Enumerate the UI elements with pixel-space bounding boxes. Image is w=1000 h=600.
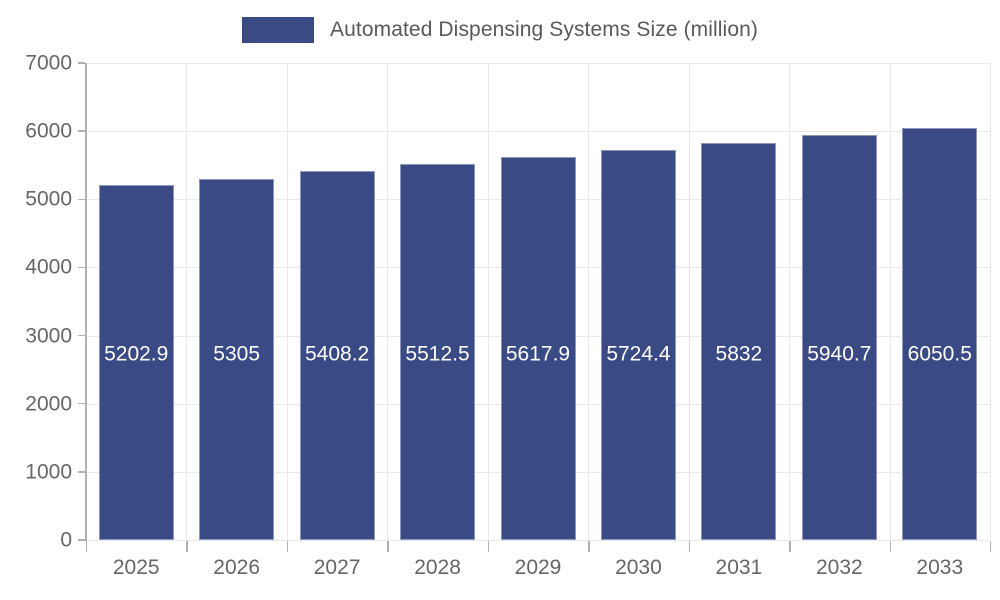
bar[interactable]: [902, 127, 978, 540]
gridline-horizontal: [86, 63, 990, 64]
legend-color-swatch: [242, 17, 315, 43]
bar-value-label: 5940.7: [807, 342, 872, 366]
gridline-vertical: [487, 63, 489, 540]
x-axis-tick-mark: [789, 541, 791, 552]
legend-label: Automated Dispensing Systems Size (milli…: [330, 18, 758, 41]
bar-value-label: 5305: [213, 342, 261, 366]
bar[interactable]: [600, 149, 676, 540]
y-axis-tick-mark: [78, 62, 85, 64]
bar-value-label: 5408.2: [304, 342, 370, 366]
bar[interactable]: [98, 185, 174, 540]
y-axis-tick-mark: [78, 266, 85, 269]
gridline-vertical: [387, 63, 389, 540]
x-axis-tick-mark: [387, 541, 389, 552]
x-axis-tick-mark: [186, 541, 188, 552]
y-axis-tick-mark: [78, 334, 85, 337]
bar[interactable]: [199, 178, 275, 540]
bar-value-label: 5202.9: [104, 342, 169, 366]
x-axis-tick-label: 2033: [916, 556, 964, 579]
x-axis-tick-label: 2028: [414, 556, 461, 579]
bar-value-label: 6050.5: [907, 342, 972, 366]
x-axis-baseline: [86, 540, 990, 541]
bar-value-label: 5512.5: [405, 342, 470, 366]
x-axis-tick-mark: [889, 541, 891, 552]
bar[interactable]: [500, 157, 576, 540]
y-axis-tick-mark: [78, 471, 85, 473]
bar-value-label: 5832: [715, 342, 763, 366]
y-axis-spine: [85, 63, 87, 541]
bar[interactable]: [701, 142, 777, 540]
x-axis-tick-mark: [86, 541, 88, 552]
x-axis-tick-mark: [286, 541, 289, 552]
plot-area: 5202.9 5305 5408.2 5512.5 5617.9 5724.4 5832 59…: [86, 63, 991, 541]
x-axis-tick-mark: [487, 541, 490, 552]
chart-legend: Automated Dispensing Systems Size (milli…: [0, 10, 1000, 50]
bar[interactable]: [400, 164, 476, 540]
x-axis-tick-mark: [588, 541, 590, 552]
x-axis-tick-label: 2026: [213, 556, 261, 579]
y-axis-tick-label: 4000: [25, 255, 72, 279]
gridline-vertical: [688, 63, 690, 540]
y-axis-tick-label: 0: [60, 528, 72, 552]
gridline-vertical: [588, 63, 590, 540]
x-axis-tick-mark: [990, 541, 992, 552]
y-axis-tick-mark: [78, 130, 85, 132]
x-axis-tick-label: 2027: [313, 556, 361, 579]
bar[interactable]: [801, 135, 877, 540]
y-axis-tick-mark: [78, 539, 85, 541]
y-axis-tick-mark: [78, 198, 85, 200]
bar-value-label: 5724.4: [606, 342, 671, 366]
x-axis-tick-label: 2032: [815, 556, 863, 579]
y-axis-tick-label: 5000: [25, 187, 72, 211]
x-axis-tick-label: 2029: [514, 556, 562, 579]
y-axis-tick-mark: [78, 403, 85, 405]
x-axis-tick-label: 2030: [615, 556, 662, 579]
y-axis-tick-label: 3000: [25, 324, 72, 348]
gridline-vertical: [186, 63, 188, 540]
y-axis-tick-label: 7000: [25, 51, 72, 75]
y-axis-tick-label: 6000: [25, 119, 72, 143]
y-axis-tick-label: 1000: [25, 460, 72, 484]
gridline-vertical: [789, 63, 791, 540]
bar[interactable]: [299, 171, 375, 540]
bar-value-label: 5617.9: [505, 342, 571, 366]
y-axis-tick-label: 2000: [25, 392, 72, 416]
x-axis-tick-label: 2031: [715, 556, 763, 579]
gridline-vertical: [990, 63, 991, 540]
gridline-vertical: [286, 63, 288, 540]
x-axis-tick-mark: [688, 541, 691, 552]
gridline-vertical: [889, 63, 891, 540]
x-axis-tick-label: 2025: [112, 556, 160, 579]
gridline-horizontal: [86, 131, 990, 133]
